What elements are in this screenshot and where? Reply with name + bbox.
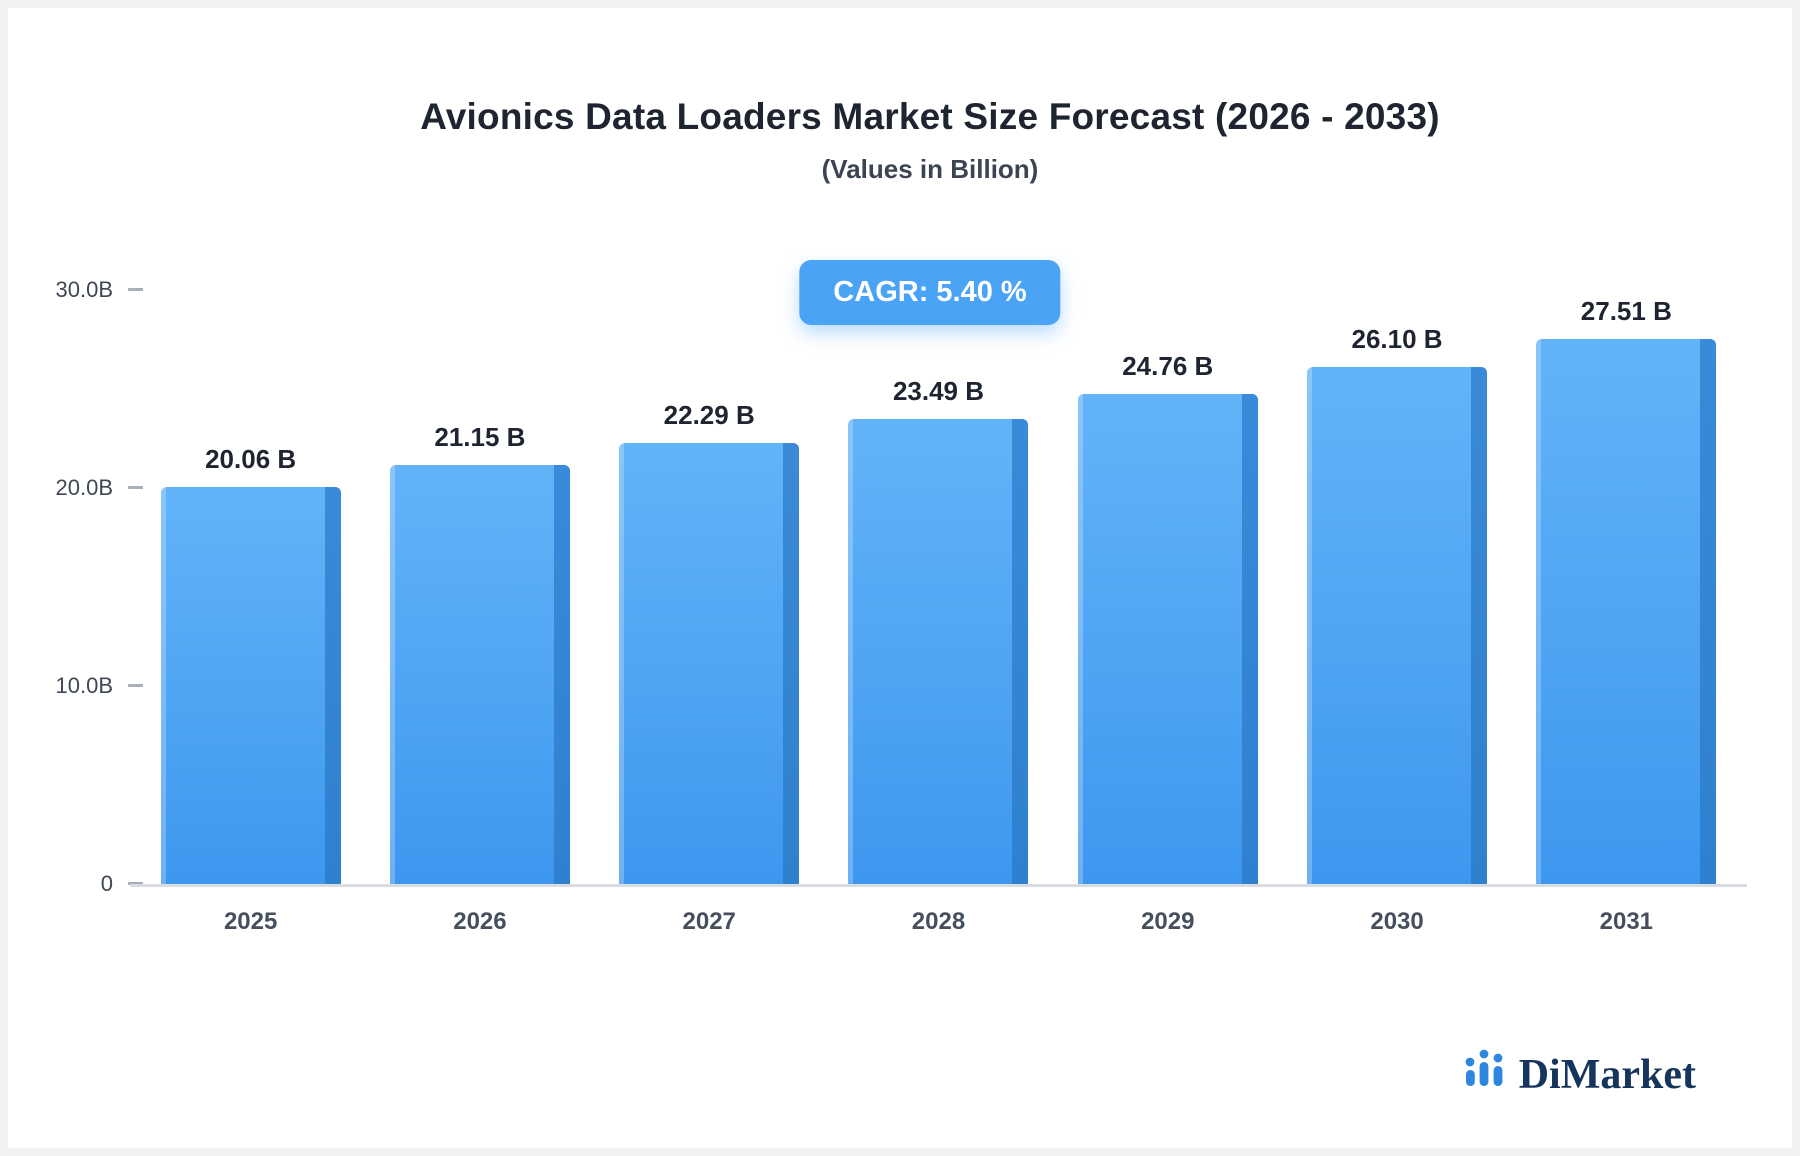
y-tick-mark — [128, 486, 143, 489]
y-tick-label: 10.0B — [55, 673, 114, 698]
x-axis-label: 2025 — [223, 908, 278, 935]
cagr-badge: CAGR: 5.40 % — [799, 260, 1061, 325]
x-axis-label: 2029 — [1141, 908, 1195, 935]
bar-column: 21.15 B 2026 — [365, 290, 594, 935]
logo-wordmark: DiMarket — [1518, 1052, 1696, 1098]
bar-value-label: 23.49 B — [892, 375, 985, 406]
dimarket-logo: DiMarket — [1461, 1045, 1696, 1096]
bar-value-label: 26.10 B — [1351, 324, 1443, 355]
x-axis-label: 2030 — [1370, 908, 1424, 935]
x-axis-label: 2031 — [1599, 908, 1654, 935]
bar-column: 27.51 B 2031 — [1512, 290, 1741, 935]
bar-value-label: 27.51 B — [1580, 296, 1672, 327]
bar-column: 22.29 B 2027 — [595, 290, 824, 935]
y-tick-mark — [128, 684, 143, 687]
bar — [1077, 393, 1258, 884]
bar — [1536, 339, 1717, 884]
bar — [619, 442, 800, 884]
y-tick-label: 30.0B — [55, 277, 114, 302]
chart-card: Avionics Data Loaders Market Size Foreca… — [8, 8, 1792, 1148]
bar-column: 24.76 B 2029 — [1053, 290, 1282, 935]
bar-value-label: 22.29 B — [663, 399, 755, 430]
chart-title: Avionics Data Loaders Market Size Foreca… — [420, 96, 1440, 137]
bar-chart-icon — [1461, 1045, 1507, 1096]
bar — [389, 465, 570, 884]
chart-subtitle: (Values in Billion) — [821, 154, 1039, 184]
bar-value-label: 21.15 B — [434, 422, 526, 453]
y-axis: 30.0B 20.0B 10.0B 0 — [18, 277, 143, 896]
bar — [1307, 367, 1488, 884]
bar-column: 23.49 B 2028 — [824, 290, 1053, 935]
bar-value-label: 24.76 B — [1122, 350, 1214, 381]
bar-column: 26.10 B 2030 — [1282, 290, 1511, 935]
bar — [848, 418, 1029, 884]
x-axis-label: 2027 — [682, 908, 736, 935]
x-axis-label: 2028 — [911, 908, 966, 935]
plot-area: 20.06 B 2025 21.15 B 2026 22.29 B 2027 23.49 B… — [130, 290, 1747, 935]
y-tick-label: 20.0B — [55, 475, 114, 500]
y-tick-mark — [128, 288, 143, 291]
chart-header: Avionics Data Loaders Market Size Foreca… — [38, 96, 1800, 185]
bar — [160, 486, 341, 884]
y-tick-mark — [128, 882, 143, 885]
bar-column: 20.06 B 2025 — [136, 290, 365, 935]
bar-value-label: 20.06 B — [205, 443, 297, 474]
y-tick-label: 0 — [100, 871, 113, 896]
x-axis-label: 2026 — [453, 908, 507, 935]
